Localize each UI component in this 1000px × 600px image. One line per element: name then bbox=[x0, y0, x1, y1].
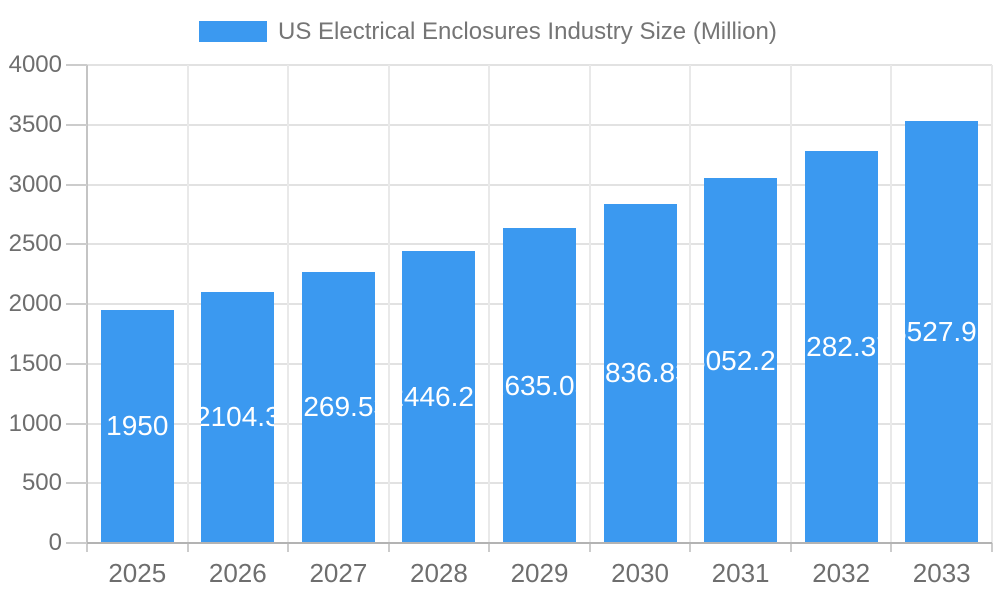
bar[interactable]: 2446.21 bbox=[402, 250, 476, 543]
legend-swatch-icon bbox=[199, 21, 267, 42]
y-tick-mark bbox=[66, 482, 87, 485]
x-tick-mark bbox=[588, 543, 591, 552]
x-axis-tick-label: 2029 bbox=[510, 558, 569, 588]
bar[interactable]: 3052.29 bbox=[704, 178, 778, 543]
y-axis-tick-label: 500 bbox=[21, 469, 62, 497]
bar[interactable]: 2269.53 bbox=[301, 271, 375, 543]
x-tick-mark bbox=[689, 543, 692, 552]
bar-value-label: 2269.53 bbox=[302, 391, 375, 423]
y-tick-mark bbox=[66, 422, 87, 425]
h-gridline bbox=[87, 123, 992, 126]
bar-value-label: 2104.3 bbox=[201, 401, 275, 433]
legend-item[interactable]: US Electrical Enclosures Industry Size (… bbox=[199, 18, 777, 45]
y-axis-tick-label: 3000 bbox=[8, 170, 62, 198]
x-axis-tick-label: 2032 bbox=[812, 558, 871, 588]
y-axis-tick-label: 4000 bbox=[8, 51, 62, 78]
v-gridline bbox=[186, 65, 189, 543]
bar-value-label: 2446.21 bbox=[402, 380, 475, 412]
h-gridline bbox=[87, 64, 992, 66]
bar[interactable]: 3282.37 bbox=[804, 150, 878, 543]
v-gridline bbox=[86, 65, 88, 543]
v-gridline bbox=[890, 65, 893, 543]
x-tick-mark bbox=[186, 543, 189, 552]
x-tick-mark bbox=[890, 543, 893, 552]
y-axis-tick-label: 0 bbox=[48, 529, 62, 556]
y-axis-tick-label: 2500 bbox=[8, 230, 62, 258]
x-axis-tick-label: 2033 bbox=[912, 558, 971, 588]
bar-value-label: 3282.37 bbox=[805, 330, 878, 362]
x-axis-tick-label: 2027 bbox=[309, 558, 368, 588]
x-tick-mark bbox=[387, 543, 390, 552]
legend-label: US Electrical Enclosures Industry Size (… bbox=[278, 17, 777, 45]
y-tick-mark bbox=[66, 542, 87, 544]
y-axis-tick-label: 3500 bbox=[8, 110, 62, 138]
x-axis-tick-label: 2025 bbox=[108, 558, 167, 588]
y-tick-mark bbox=[66, 64, 87, 66]
v-gridline bbox=[689, 65, 692, 543]
v-gridline bbox=[588, 65, 591, 543]
x-axis-tick-label: 2030 bbox=[611, 558, 669, 588]
bar[interactable]: 1950 bbox=[100, 309, 174, 543]
v-gridline bbox=[991, 65, 993, 543]
bar-value-label: 1950 bbox=[106, 410, 169, 442]
y-tick-mark bbox=[66, 362, 87, 365]
v-gridline bbox=[789, 65, 792, 543]
bar[interactable]: 2104.3 bbox=[201, 291, 275, 543]
x-axis-tick-label: 2026 bbox=[208, 558, 267, 588]
h-gridline bbox=[87, 183, 992, 186]
y-axis-tick-label: 1000 bbox=[8, 409, 62, 437]
v-gridline bbox=[387, 65, 390, 543]
x-axis-line bbox=[87, 542, 992, 544]
y-tick-mark bbox=[66, 303, 87, 305]
bar-value-label: 2836.83 bbox=[604, 357, 677, 389]
x-tick-mark bbox=[287, 543, 290, 552]
bar[interactable]: 2836.83 bbox=[603, 203, 677, 543]
y-tick-mark bbox=[66, 123, 87, 126]
x-tick-mark bbox=[991, 543, 993, 552]
y-tick-mark bbox=[66, 243, 87, 246]
x-axis-tick-label: 2028 bbox=[410, 558, 468, 588]
bar-value-label: 3052.29 bbox=[704, 344, 777, 376]
y-axis-tick-label: 1500 bbox=[8, 349, 62, 377]
x-tick-mark bbox=[789, 543, 792, 552]
x-tick-mark bbox=[86, 543, 88, 552]
v-gridline bbox=[287, 65, 290, 543]
x-tick-mark bbox=[488, 543, 491, 552]
y-tick-mark bbox=[66, 183, 87, 186]
x-axis-tick-label: 2031 bbox=[711, 558, 770, 588]
y-axis-tick-label: 2000 bbox=[8, 290, 62, 317]
v-gridline bbox=[488, 65, 491, 543]
